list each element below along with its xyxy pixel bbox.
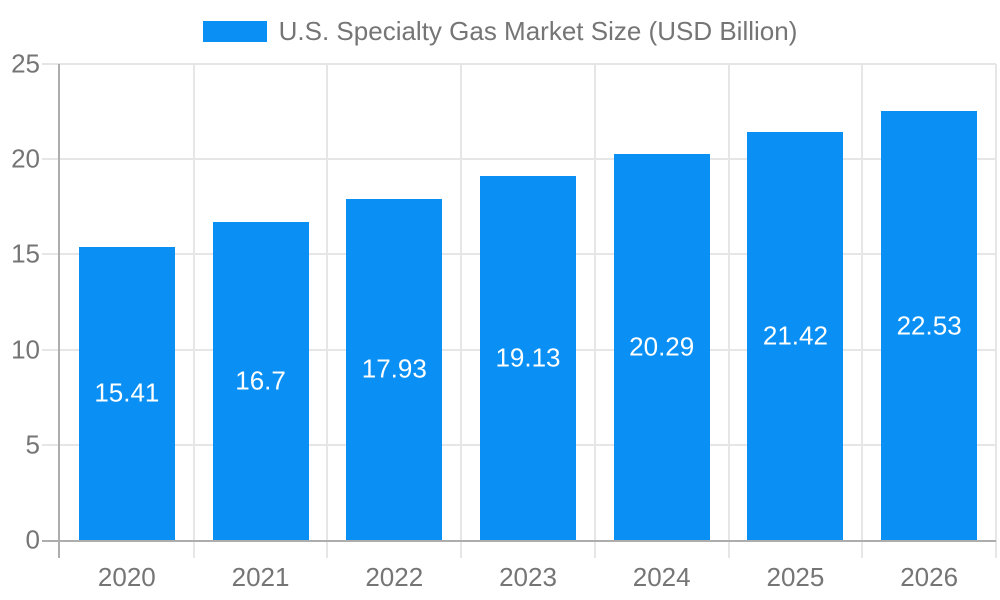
x-axis-tick-label: 2025 — [766, 562, 825, 592]
x-axis-tick-label: 2020 — [97, 562, 156, 592]
gridline-vertical — [192, 64, 195, 558]
bar-value-label: 17.93 — [361, 353, 427, 384]
gridline-vertical — [861, 64, 864, 558]
gridline-horizontal — [42, 63, 996, 65]
x-axis-tick-label: 2021 — [231, 562, 290, 592]
bar-value-label: 15.41 — [94, 377, 160, 408]
y-axis-tick-label: 20 — [11, 143, 40, 174]
bar-2024[interactable] — [613, 153, 710, 540]
y-axis-tick-label: 0 — [25, 524, 40, 555]
x-axis-tick-label: 2024 — [632, 562, 691, 592]
bar-value-label: 19.13 — [495, 342, 561, 373]
gridline-vertical — [326, 64, 329, 558]
gridline-vertical — [593, 64, 596, 558]
bar-value-label: 20.29 — [629, 331, 695, 362]
gridline-vertical — [460, 64, 463, 558]
legend-label: U.S. Specialty Gas Market Size (USD Bill… — [278, 15, 798, 46]
bar-2020[interactable] — [78, 246, 175, 540]
y-axis-tick-label: 10 — [11, 334, 40, 365]
gridline-horizontal — [42, 158, 996, 161]
legend-item[interactable]: U.S. Specialty Gas Market Size (USD Bill… — [0, 15, 1000, 46]
gridline-vertical — [727, 64, 730, 558]
bar-2022[interactable] — [346, 198, 443, 540]
y-axis-tick-label: 5 — [25, 429, 40, 460]
bar-value-label: 16.7 — [235, 365, 286, 396]
x-axis-tick-label: 2026 — [900, 562, 959, 592]
bar-2023[interactable] — [480, 175, 576, 540]
x-axis-tick-label: 2023 — [499, 562, 557, 592]
y-axis-tick-label: 15 — [11, 238, 40, 269]
bar-2025[interactable] — [747, 132, 844, 540]
x-axis-tick-label: 2022 — [365, 562, 424, 592]
bar-value-label: 21.42 — [762, 320, 828, 351]
y-axis-tick-label: 25 — [11, 48, 40, 79]
y-axis-line — [58, 64, 60, 558]
bar-2021[interactable] — [212, 222, 309, 540]
bar-value-label: 22.53 — [896, 310, 962, 340]
legend-swatch — [202, 20, 267, 42]
x-axis-line — [42, 540, 996, 542]
bar-2026[interactable] — [881, 111, 978, 540]
gridline-vertical — [995, 64, 997, 558]
